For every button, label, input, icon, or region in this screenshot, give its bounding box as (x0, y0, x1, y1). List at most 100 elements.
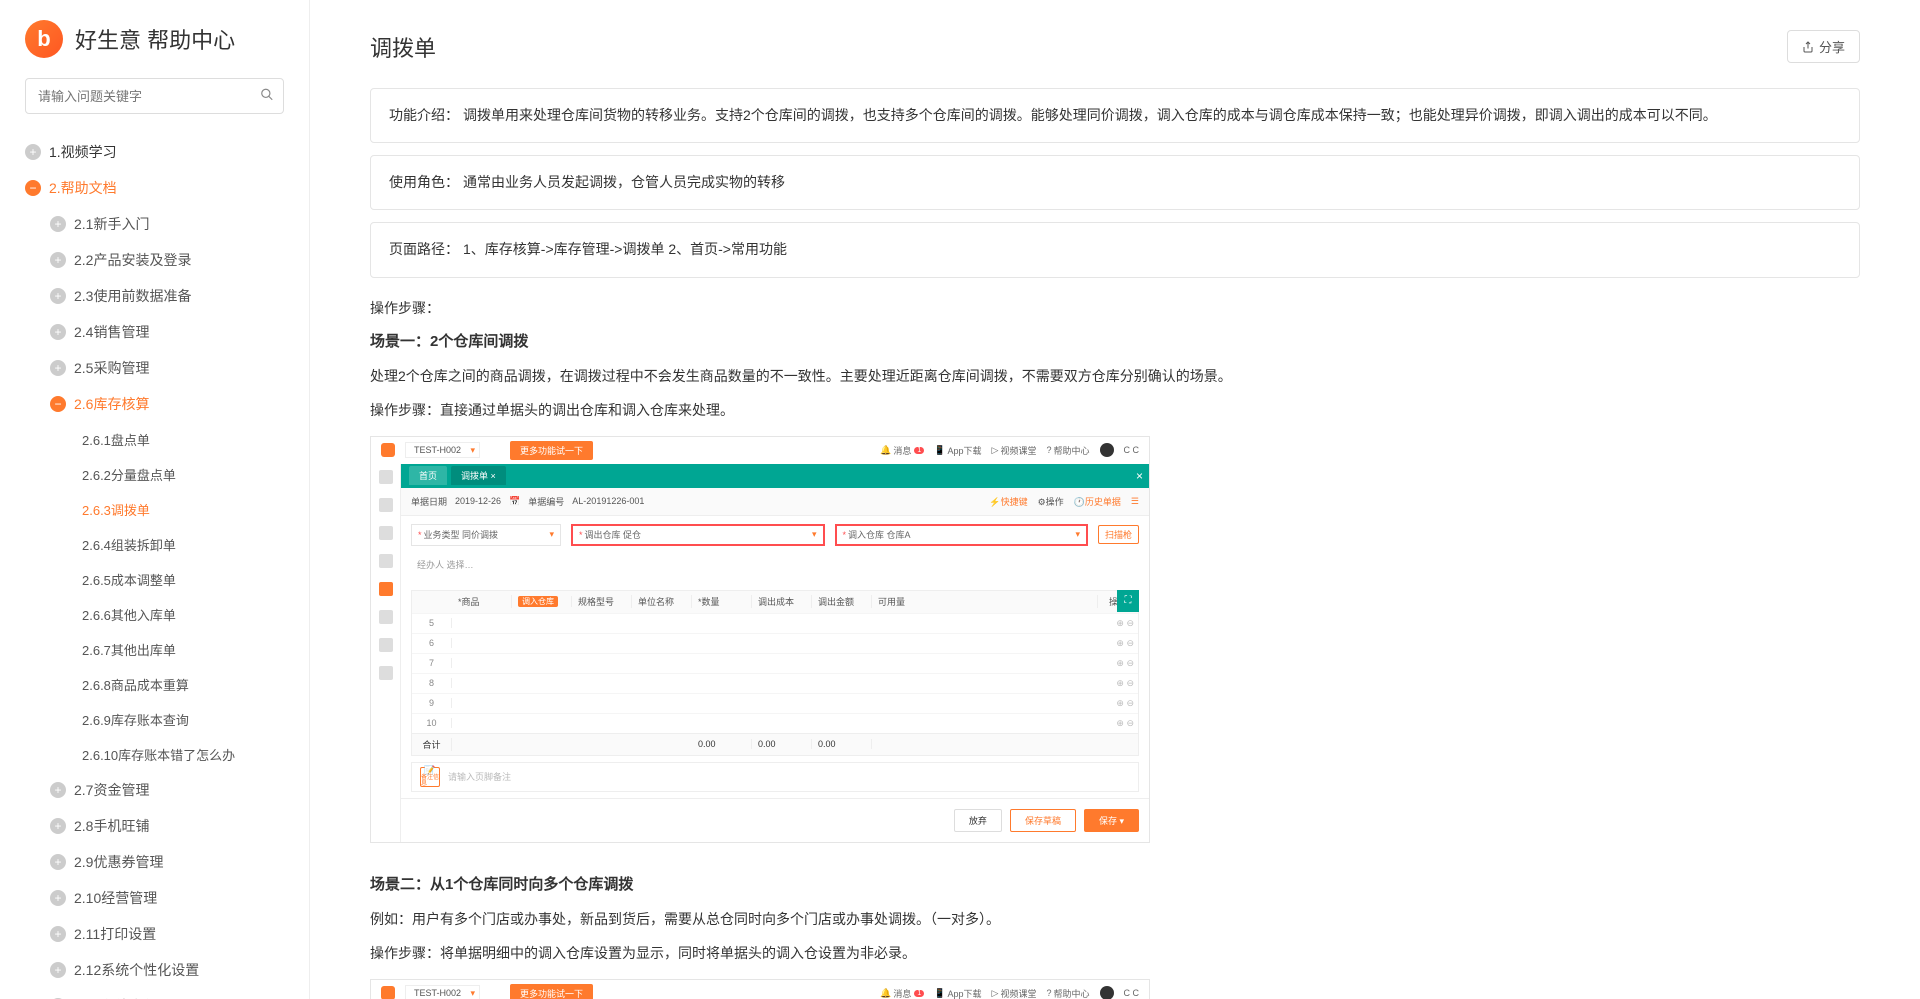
scene1-title: 场景一：2个仓库间调拨 (370, 330, 1860, 351)
ss-code: AL-20191226-001 (572, 496, 644, 506)
nav-label: 2.11打印设置 (74, 924, 156, 944)
ss-action: ⚙操作 (1038, 495, 1064, 508)
nav-label: 2.6.1盘点单 (82, 430, 150, 449)
nav-2-12[interactable]: 2.12系统个性化设置 (0, 952, 309, 988)
plus-icon (50, 252, 66, 268)
nav-2-4[interactable]: 2.4销售管理 (0, 314, 309, 350)
plus-icon (50, 216, 66, 232)
nav-2-11[interactable]: 2.11打印设置 (0, 916, 309, 952)
nav-2-6-8[interactable]: 2.6.8商品成本重算 (0, 667, 309, 702)
nav-2-6-3[interactable]: 2.6.3调拨单 (0, 492, 309, 527)
nav-2-8[interactable]: 2.8手机旺铺 (0, 808, 309, 844)
page-header: 调拨单 分享 (370, 30, 1860, 63)
nav-2-7[interactable]: 2.7资金管理 (0, 772, 309, 808)
minus-icon (25, 180, 41, 196)
nav-2-6-10[interactable]: 2.6.10库存账本错了怎么办 (0, 737, 309, 772)
nav-help-docs[interactable]: 2.帮助文档 (0, 170, 309, 206)
nav-label: 2.9优惠券管理 (74, 852, 163, 872)
role-label: 使用角色： (389, 174, 459, 190)
logo-icon: b (25, 20, 63, 58)
nav-tree: 1.视频学习 2.帮助文档 2.1新手入门 2.2产品安装及登录 2.3使用前数… (0, 134, 309, 999)
nav-2-13[interactable]: 2.13在线支付 (0, 988, 309, 999)
ss-side-icon (379, 554, 393, 568)
ops-label: 操作步骤： (370, 298, 1860, 318)
search-wrap (25, 78, 284, 114)
ss-top-right: 🔔消息1 📱App下载 ▷视频课堂 ?帮助中心 C C (880, 986, 1139, 999)
plus-icon (50, 926, 66, 942)
ss-date: 2019-12-26 (455, 496, 501, 506)
nav-2-6-7[interactable]: 2.6.7其他出库单 (0, 632, 309, 667)
nav-label: 2.6.10库存账本错了怎么办 (82, 745, 235, 764)
ss-logo-icon (381, 443, 395, 457)
ss-in-field: *调入仓库 仓库A▾ (835, 524, 1089, 546)
role-box: 使用角色：通常由业务人员发起调拨，仓管人员完成实物的转移 (370, 155, 1860, 210)
ss-top-bar: TEST-H002 更多功能试一下 🔔消息1 📱App下载 ▷视频课堂 ?帮助中… (371, 980, 1149, 999)
nav-label: 2.8手机旺铺 (74, 816, 149, 836)
nav-2-6-1[interactable]: 2.6.1盘点单 (0, 422, 309, 457)
ss-tab-doc: 调拨单 × (451, 466, 506, 485)
ss-tab-home: 首页 (409, 466, 447, 485)
nav-2-6-4[interactable]: 2.6.4组装拆卸单 (0, 527, 309, 562)
ss-content: 首页 调拨单 × × 单据日期 2019-12-26 📅 单据编号 AL-201… (401, 464, 1149, 842)
nav-2-6-6[interactable]: 2.6.6其他入库单 (0, 597, 309, 632)
ss-out-field: *调出仓库 促仓▾ (571, 524, 825, 546)
screenshot-1: TEST-H002 更多功能试一下 🔔消息1 📱App下载 ▷视频课堂 ?帮助中… (370, 436, 1150, 843)
share-button[interactable]: 分享 (1787, 30, 1860, 63)
ss-footer: 放弃 保存草稿 保存 ▾ (401, 798, 1149, 842)
screenshot-2: TEST-H002 更多功能试一下 🔔消息1 📱App下载 ▷视频课堂 ?帮助中… (370, 979, 1150, 999)
nav-2-6-5[interactable]: 2.6.5成本调整单 (0, 562, 309, 597)
nav-label: 2.6.5成本调整单 (82, 570, 176, 589)
ss-person-field: 经办人 选择… (411, 554, 561, 576)
plus-icon (50, 854, 66, 870)
search-input[interactable] (25, 78, 284, 114)
nav-label: 2.4销售管理 (74, 322, 149, 342)
search-icon[interactable] (260, 88, 274, 105)
plus-icon (50, 288, 66, 304)
plus-icon (50, 962, 66, 978)
ss-top-right: 🔔消息1 📱App下载 ▷视频课堂 ?帮助中心 C C (880, 443, 1139, 457)
ss-code-label: 单据编号 (528, 495, 564, 508)
nav-2-2[interactable]: 2.2产品安装及登录 (0, 242, 309, 278)
scene2-p1: 例如：用户有多个门店或办事处，新品到货后，需要从总仓同时向多个门店或办事处调拨。… (370, 906, 1860, 933)
nav-2-6[interactable]: 2.6库存核算 (0, 386, 309, 422)
plus-icon (25, 144, 41, 160)
page-title: 调拨单 (370, 31, 436, 63)
ss-expand-icon: ⛶ (1117, 590, 1139, 612)
ss-form-row: *业务类型 同价调拨▾ *调出仓库 促仓▾ *调入仓库 仓库A▾ 扫描枪 (401, 516, 1149, 554)
nav-video-learning[interactable]: 1.视频学习 (0, 134, 309, 170)
ss-side-icon (379, 470, 393, 484)
nav-label: 2.6.4组装拆卸单 (82, 535, 176, 554)
nav-2-6-9[interactable]: 2.6.9库存账本查询 (0, 702, 309, 737)
ss-date-label: 单据日期 (411, 495, 447, 508)
nav-2-10[interactable]: 2.10经营管理 (0, 880, 309, 916)
ss-save-button: 保存 ▾ (1084, 809, 1139, 832)
intro-text: 调拨单用来处理仓库间货物的转移业务。支持2个仓库间的调拨，也支持多个仓库间的调拨… (463, 107, 1717, 123)
nav-label: 2.帮助文档 (49, 178, 117, 198)
ss-msg: 🔔消息1 (880, 444, 924, 457)
ss-app: 📱App下载 (934, 444, 981, 457)
ss-history: 🕐历史单据 (1074, 495, 1121, 508)
scene2-p2: 操作步骤：将单据明细中的调入仓库设置为显示，同时将单据头的调入仓设置为非必录。 (370, 940, 1860, 967)
nav-2-5[interactable]: 2.5采购管理 (0, 350, 309, 386)
nav-2-3[interactable]: 2.3使用前数据准备 (0, 278, 309, 314)
ss-side-icon (379, 526, 393, 540)
nav-label: 2.6库存核算 (74, 394, 149, 414)
nav-2-6-2[interactable]: 2.6.2分量盘点单 (0, 457, 309, 492)
nav-label: 2.12系统个性化设置 (74, 960, 199, 980)
nav-label: 2.10经营管理 (74, 888, 157, 908)
plus-icon (50, 890, 66, 906)
ss-user: C C (1124, 445, 1140, 455)
nav-2-1[interactable]: 2.1新手入门 (0, 206, 309, 242)
ss-side-icon (379, 666, 393, 680)
ss-table: ⛶ *商品 调入仓库 规格型号 单位名称 *数量 调出成本 调出金额 可用量 操… (411, 590, 1139, 756)
ss-side-icon-active (379, 582, 393, 596)
scene1-p1: 处理2个仓库之间的商品调拨，在调拨过程中不会发生商品数量的不一致性。主要处理近距… (370, 363, 1860, 390)
ss-video: ▷视频课堂 (992, 444, 1037, 457)
path-box: 页面路径：1、库存核算->库存管理->调拨单 2、首页->常用功能 (370, 222, 1860, 277)
ss-avatar-icon (1100, 443, 1114, 457)
plus-icon (50, 360, 66, 376)
nav-label: 2.3使用前数据准备 (74, 286, 191, 306)
nav-2-9[interactable]: 2.9优惠券管理 (0, 844, 309, 880)
ss-close-icon: × (1136, 469, 1143, 483)
ss-toolbar: 单据日期 2019-12-26 📅 单据编号 AL-20191226-001 ⚡… (401, 488, 1149, 516)
